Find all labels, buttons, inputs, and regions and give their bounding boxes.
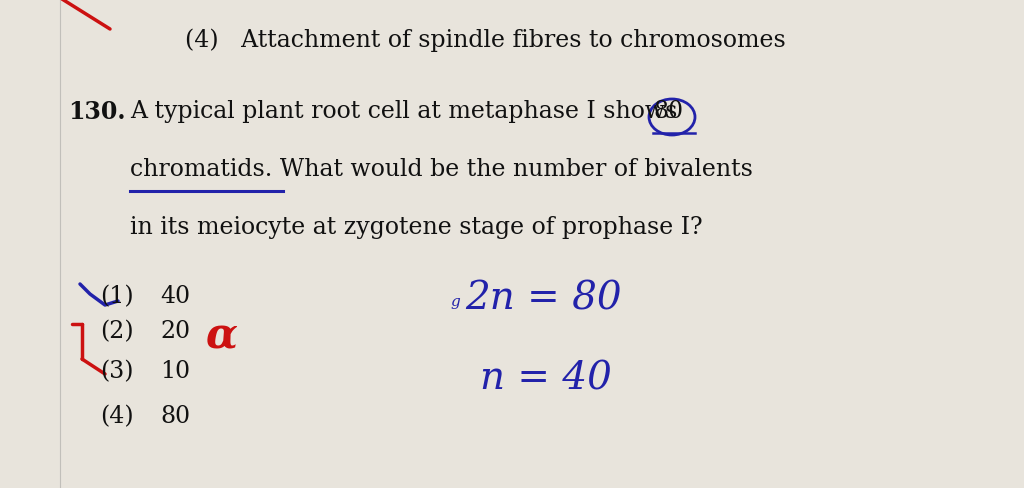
Text: (1): (1) <box>100 285 133 307</box>
Text: in its meiocyte at zygotene stage of prophase I?: in its meiocyte at zygotene stage of pro… <box>130 216 702 239</box>
Text: (3): (3) <box>100 359 133 382</box>
Text: 20: 20 <box>160 319 190 342</box>
Text: (2): (2) <box>100 319 133 342</box>
Text: 80: 80 <box>160 404 190 427</box>
Text: g: g <box>450 294 460 308</box>
Text: 2n = 80: 2n = 80 <box>465 280 622 316</box>
Text: 40: 40 <box>160 285 190 307</box>
Text: chromatids. What would be the number of bivalents: chromatids. What would be the number of … <box>130 158 753 181</box>
Text: (4): (4) <box>100 404 133 427</box>
Text: A typical plant root cell at metaphase I shows: A typical plant root cell at metaphase I… <box>130 100 677 123</box>
Text: 80: 80 <box>653 100 683 123</box>
Text: n = 40: n = 40 <box>480 359 612 396</box>
Text: (4)   Attachment of spindle fibres to chromosomes: (4) Attachment of spindle fibres to chro… <box>185 28 785 51</box>
Text: 130.: 130. <box>68 100 126 124</box>
Text: 10: 10 <box>160 359 190 382</box>
Text: α: α <box>205 314 237 356</box>
